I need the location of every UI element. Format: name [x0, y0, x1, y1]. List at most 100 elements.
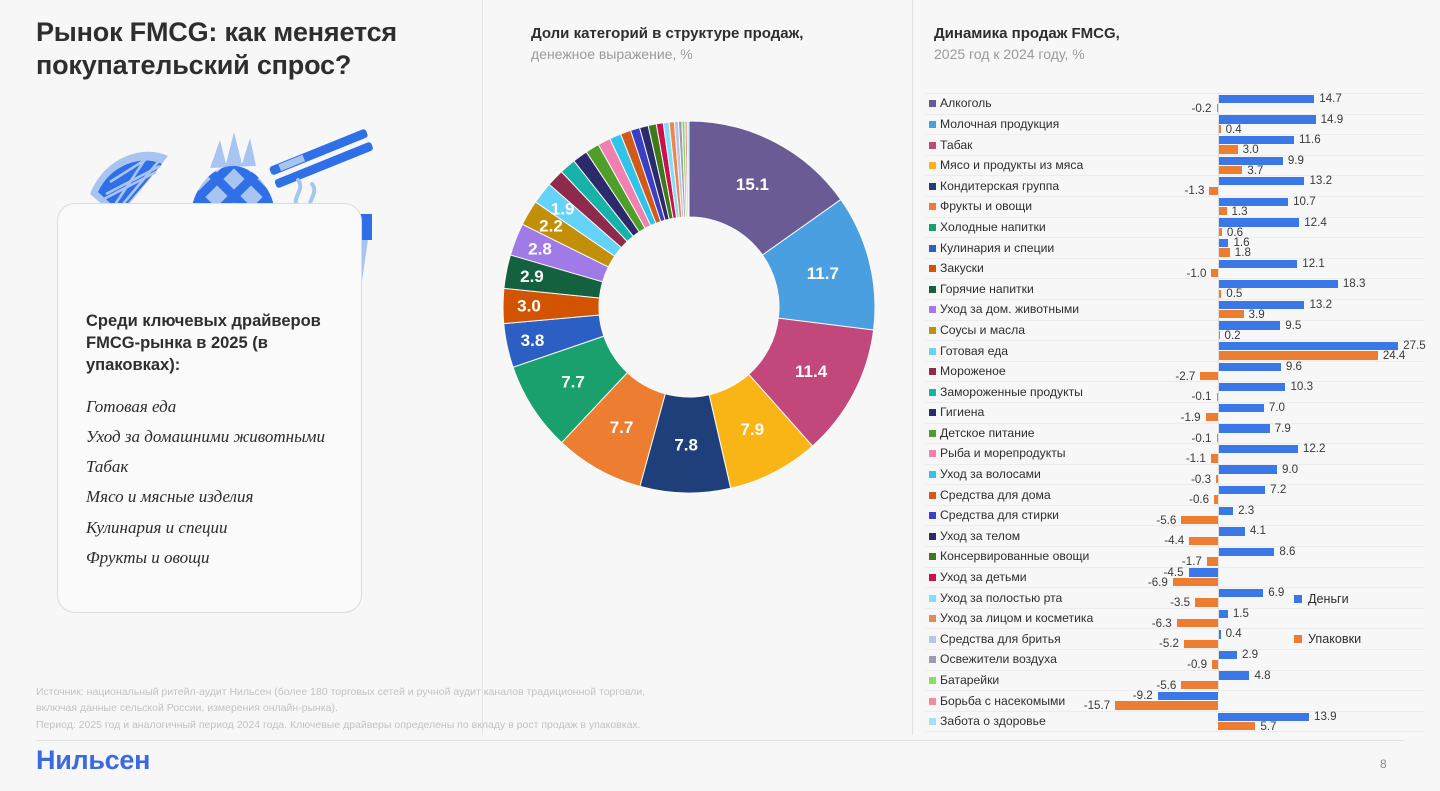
category-swatch [929, 182, 936, 190]
bar-money-value: 11.6 [1298, 133, 1321, 147]
source-line-2: включая данные сельской России, измерени… [36, 702, 338, 715]
bar-money-value: 4.1 [1249, 524, 1266, 538]
donut-slice-label: 3.8 [521, 331, 545, 350]
donut-slice-label: 3.0 [517, 297, 541, 316]
bar-money-value: 13.2 [1309, 174, 1333, 188]
bar-packages-value: -15.7 [1083, 699, 1111, 713]
source-line-1: Источник: национальный ритейл-аудит Ниль… [36, 686, 646, 698]
bar-packages [1216, 104, 1218, 113]
bar-money-value: 14.9 [1320, 112, 1344, 126]
bar-packages-value: -5.2 [1158, 637, 1179, 651]
bar-money [1218, 238, 1229, 248]
category-label: Закуски [940, 261, 984, 276]
bar-chart-row: Закуски 12.1 -1.0 [925, 256, 1425, 280]
bar-packages-value: -0.9 [1187, 658, 1208, 672]
drivers-card-heading: Среди ключевых драйверов FMCG-рынка в 20… [86, 312, 321, 375]
bar-chart-row: Детское питание 7.9 -0.1 [925, 422, 1425, 445]
source-line-3: Период: 2025 год и аналогичный период 20… [36, 718, 641, 731]
legend-label: Деньги [1308, 592, 1349, 606]
category-swatch [929, 265, 936, 273]
category-swatch [929, 677, 936, 685]
bar-packages [1218, 351, 1378, 360]
bar-chart-legend: Деньги Упаковки [1294, 592, 1361, 672]
category-label: Уход за волосами [940, 467, 1041, 482]
bar-chart-row: Мясо и продукты из мяса 9.9 3.7 [925, 154, 1425, 177]
bar-money [1218, 444, 1298, 454]
bar-packages-value: 0.5 [1226, 287, 1243, 301]
driver-item: Табак [86, 457, 129, 477]
bar-money-value: 1.5 [1232, 606, 1249, 620]
bar-packages [1181, 680, 1218, 690]
bar-packages-value: -5.6 [1156, 513, 1177, 527]
bar-money [1218, 609, 1228, 618]
legend-item: Деньги [1294, 592, 1361, 606]
bar-packages-value: -6.3 [1151, 616, 1172, 630]
bar-money [1218, 589, 1264, 598]
bar-chart-row: Кулинария и специи 1.6 1.8 [925, 236, 1425, 259]
bar-money [1157, 692, 1218, 701]
category-swatch [929, 718, 936, 726]
bar-money [1218, 712, 1310, 721]
donut-slice-label: 7.9 [740, 420, 764, 439]
bar-packages-value: -0.3 [1191, 472, 1212, 486]
bar-money-value: 10.3 [1290, 380, 1314, 394]
category-label: Гигиена [940, 405, 985, 420]
bar-chart-row: Кондитерская группа 13.2 -1.3 [925, 174, 1425, 198]
category-label: Освежители воздуха [940, 652, 1057, 667]
category-label: Детское питание [940, 425, 1035, 440]
donut-slice [688, 120, 842, 256]
bar-packages-value: -0.2 [1191, 102, 1212, 115]
bar-money [1218, 259, 1298, 268]
category-label: Забота о здоровье [940, 714, 1046, 729]
legend-label: Упаковки [1308, 632, 1362, 646]
bar-money-value: -4.5 [1163, 565, 1184, 579]
bar-money-value: 2.9 [1241, 648, 1259, 662]
bar-money [1218, 94, 1315, 104]
bar-money-value: 13.2 [1309, 297, 1333, 311]
bar-packages [1209, 186, 1218, 195]
bar-packages-value: -1.0 [1186, 266, 1207, 280]
category-swatch [929, 100, 936, 108]
category-label: Соусы и масла [940, 322, 1025, 337]
bar-money [1218, 547, 1275, 557]
bar-money [1218, 135, 1294, 145]
bar-money-value: 2.3 [1238, 503, 1255, 517]
category-label: Уход за детьми [940, 570, 1027, 585]
bar-money [1218, 403, 1264, 412]
bar-money-value: 9.6 [1285, 359, 1302, 373]
bar-packages [1218, 289, 1222, 298]
bar-chart-row: Соусы и масла 9.5 0.2 [925, 319, 1425, 342]
category-swatch [929, 223, 936, 231]
bar-money [1218, 115, 1316, 124]
bar-zero-line [1218, 93, 1219, 693]
nielsen-logo: Нильсен [36, 745, 151, 775]
bar-chart-row: Средства для бритья 0.4 -5.2 [925, 627, 1425, 651]
bar-chart-row: Уход за телом 4.1 -4.4 [925, 524, 1425, 547]
bar-money [1218, 321, 1281, 330]
category-label: Кондитерская группа [940, 178, 1060, 193]
bar-money-value: 12.1 [1302, 256, 1325, 270]
category-label: Кулинария и специи [940, 240, 1055, 255]
bar-money-value: 10.7 [1293, 194, 1316, 208]
bar-money-value: 7.2 [1270, 483, 1287, 497]
footer-divider [36, 740, 1404, 741]
bar-packages [1218, 124, 1221, 134]
bar-packages-value: 3.9 [1248, 307, 1265, 321]
bar-chart-row: Гигиена 7.0 -1.9 [925, 401, 1425, 424]
bar-packages-value: -1.3 [1184, 184, 1205, 198]
donut-chart-subtitle: денежное выражение, % [531, 46, 693, 62]
bar-packages-value: 1.3 [1231, 204, 1248, 218]
category-swatch [929, 347, 936, 355]
bar-chart-row: Уход за дом. животными 13.2 3.9 [925, 297, 1425, 321]
bar-money [1218, 362, 1281, 371]
bar-chart-row: Борьба с насекомыми -9.2 -15.7 [925, 689, 1425, 713]
category-swatch [929, 409, 936, 417]
category-swatch [929, 491, 936, 499]
bar-money [1188, 568, 1218, 577]
category-label: Молочная продукция [940, 116, 1060, 131]
bar-packages [1218, 227, 1222, 237]
bar-chart-row: Батарейки 4.8 -5.6 [925, 669, 1425, 692]
bar-chart-subtitle: 2025 год к 2024 году, % [934, 46, 1085, 62]
bar-money [1218, 197, 1289, 207]
